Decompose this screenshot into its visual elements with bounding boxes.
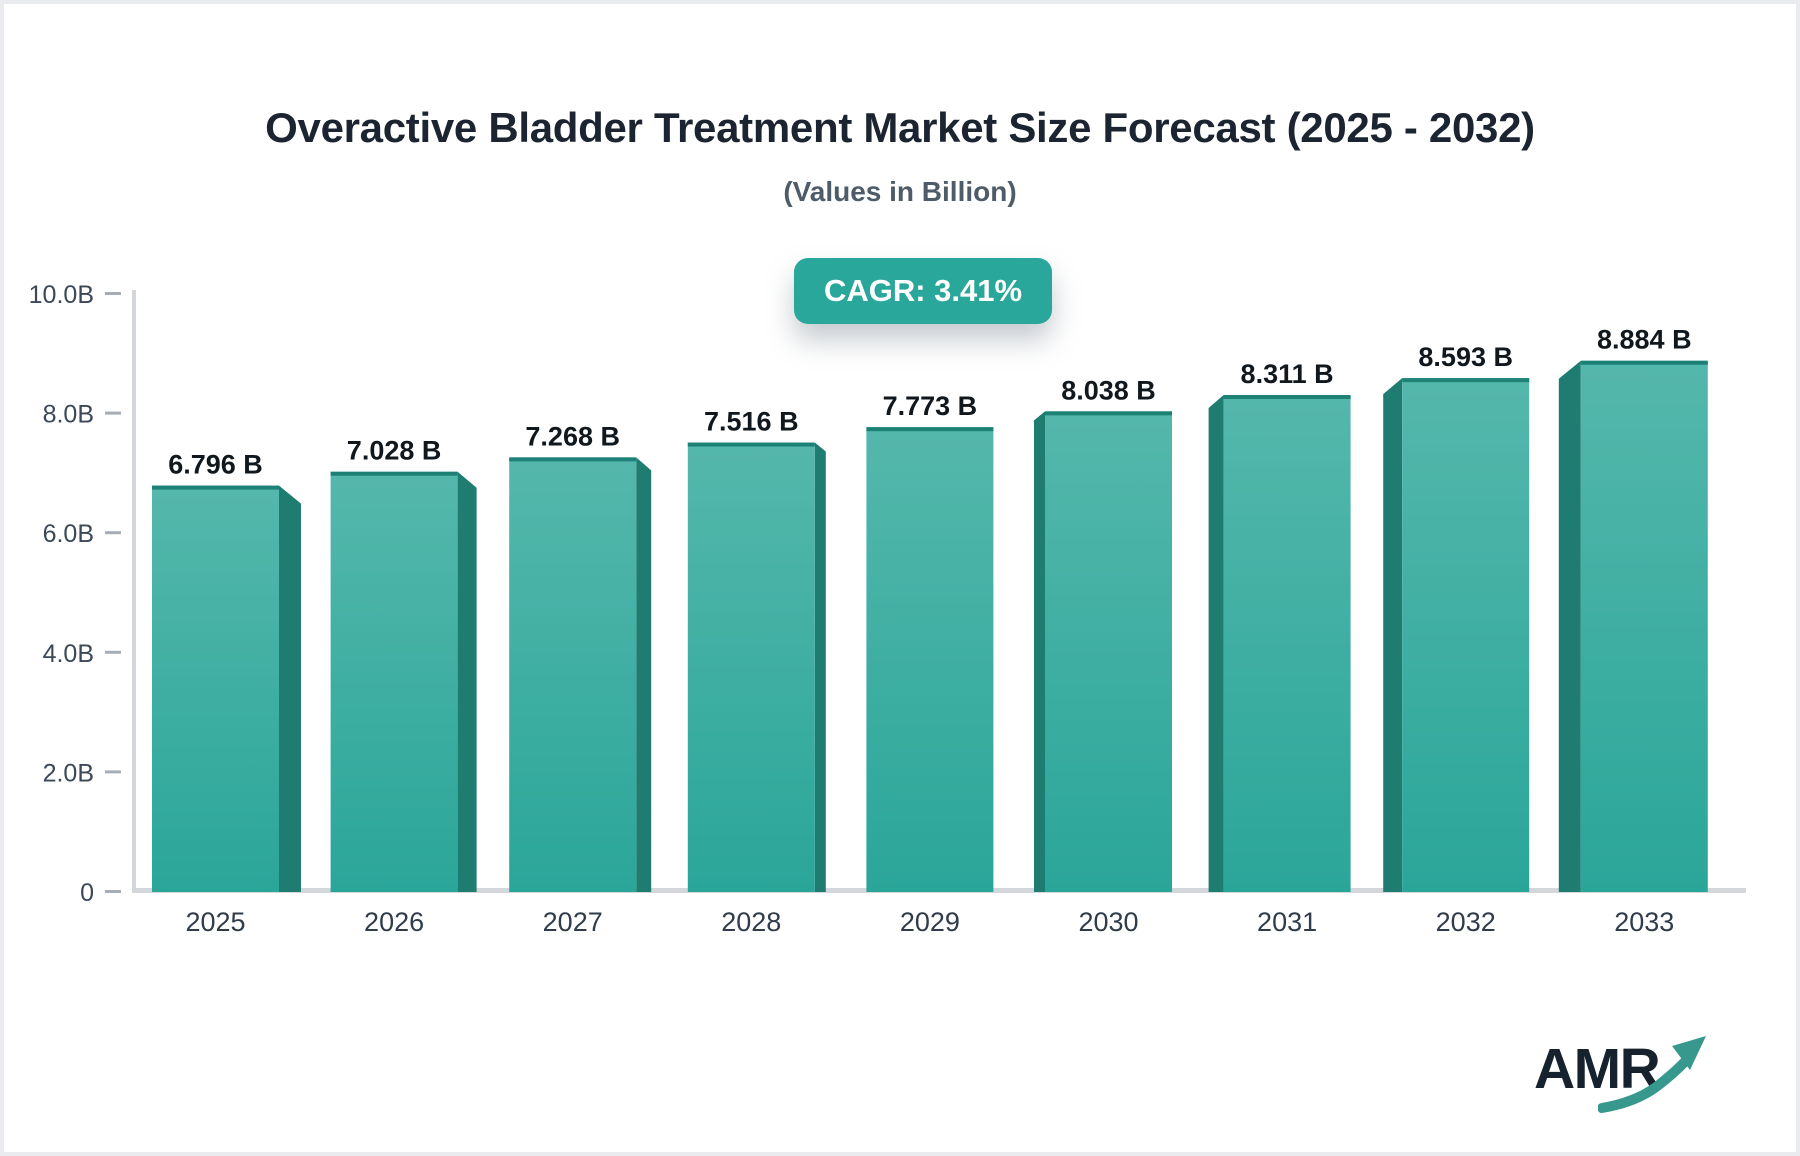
bar-2029 <box>866 427 994 892</box>
bar-side-2028 <box>814 442 826 892</box>
bar-2025 <box>152 485 279 892</box>
bar-side-2031 <box>1208 395 1224 892</box>
bar-top-edge-2033 <box>1580 360 1708 365</box>
y-tick-label: 10.0B <box>29 281 94 309</box>
amr-logo: AMR <box>1534 1032 1734 1122</box>
bar-top-edge-2027 <box>509 457 637 462</box>
cagr-badge: CAGR: 3.41% <box>794 258 1052 324</box>
bar-top-edge-2030 <box>1045 411 1172 416</box>
bar-value-label: 8.593 B <box>1418 342 1513 372</box>
bar-2028 <box>687 442 815 892</box>
x-axis-label: 2025 <box>185 907 245 937</box>
bar-value-label: 7.268 B <box>525 421 620 451</box>
chart-subtitle: (Values in Billion) <box>783 176 1017 207</box>
bar-2027 <box>509 457 637 892</box>
cagr-badge-label: CAGR: 3.41% <box>823 273 1023 308</box>
x-axis-label: 2032 <box>1436 907 1496 937</box>
y-tick-dash <box>105 890 121 893</box>
bar-2032 <box>1402 378 1530 892</box>
bar-side-2030 <box>1034 411 1045 892</box>
y-tick-dash <box>105 650 121 654</box>
bar-chart-plot: 0 2.0B 4.0B 6.0B 8.0B 10.0B 6.796 B 2025 7.028 B… <box>29 281 1746 937</box>
bar-side-2026 <box>457 471 477 892</box>
bar-side-2033 <box>1558 360 1581 892</box>
bar-top-edge-2029 <box>866 427 994 432</box>
bar-value-label: 8.884 B <box>1597 325 1692 355</box>
y-tick-dash <box>105 770 121 774</box>
bar-top-edge-2028 <box>687 442 815 447</box>
bar-2033 <box>1580 360 1708 892</box>
x-axis-label: 2033 <box>1614 907 1674 937</box>
y-tick-label: 4.0B <box>43 640 94 668</box>
amr-logo-text: AMR <box>1534 1037 1661 1101</box>
x-axis-label: 2031 <box>1257 907 1317 937</box>
x-axis-label: 2028 <box>721 907 781 937</box>
y-axis-line <box>132 290 136 892</box>
y-tick-label: 8.0B <box>43 401 94 429</box>
bar-value-label: 7.773 B <box>883 391 978 421</box>
bar-value-label: 7.028 B <box>347 436 442 466</box>
y-tick-dash <box>105 531 121 535</box>
y-tick-dash <box>105 411 121 415</box>
y-tick-label: 2.0B <box>43 759 94 787</box>
bar-top-edge-2031 <box>1223 395 1351 400</box>
x-axis-label: 2030 <box>1078 907 1138 937</box>
bar-top-edge-2032 <box>1402 378 1530 383</box>
bar-value-label: 8.311 B <box>1241 359 1334 389</box>
bar-2030 <box>1045 411 1172 892</box>
bar-side-2025 <box>279 485 301 892</box>
bar-value-label: 7.516 B <box>704 407 799 437</box>
bar-2026 <box>330 471 458 892</box>
x-axis-label: 2027 <box>543 907 603 937</box>
bar-2031 <box>1223 395 1351 892</box>
bar-side-2027 <box>636 457 652 892</box>
y-tick-dash <box>105 292 121 295</box>
bar-value-label: 6.796 B <box>168 450 263 480</box>
bar-top-edge-2025 <box>152 485 279 490</box>
x-axis-label: 2026 <box>364 907 424 937</box>
y-tick-label: 6.0B <box>43 520 94 548</box>
bar-top-edge-2026 <box>330 471 458 476</box>
trend-up-arrow-icon <box>1598 1036 1706 1113</box>
y-tick-label: 0 <box>80 879 94 907</box>
bar-side-2032 <box>1383 378 1403 892</box>
bar-value-label: 8.038 B <box>1061 375 1156 405</box>
x-axis-label: 2029 <box>900 907 960 937</box>
chart-title: Overactive Bladder Treatment Market Size… <box>265 104 1535 151</box>
